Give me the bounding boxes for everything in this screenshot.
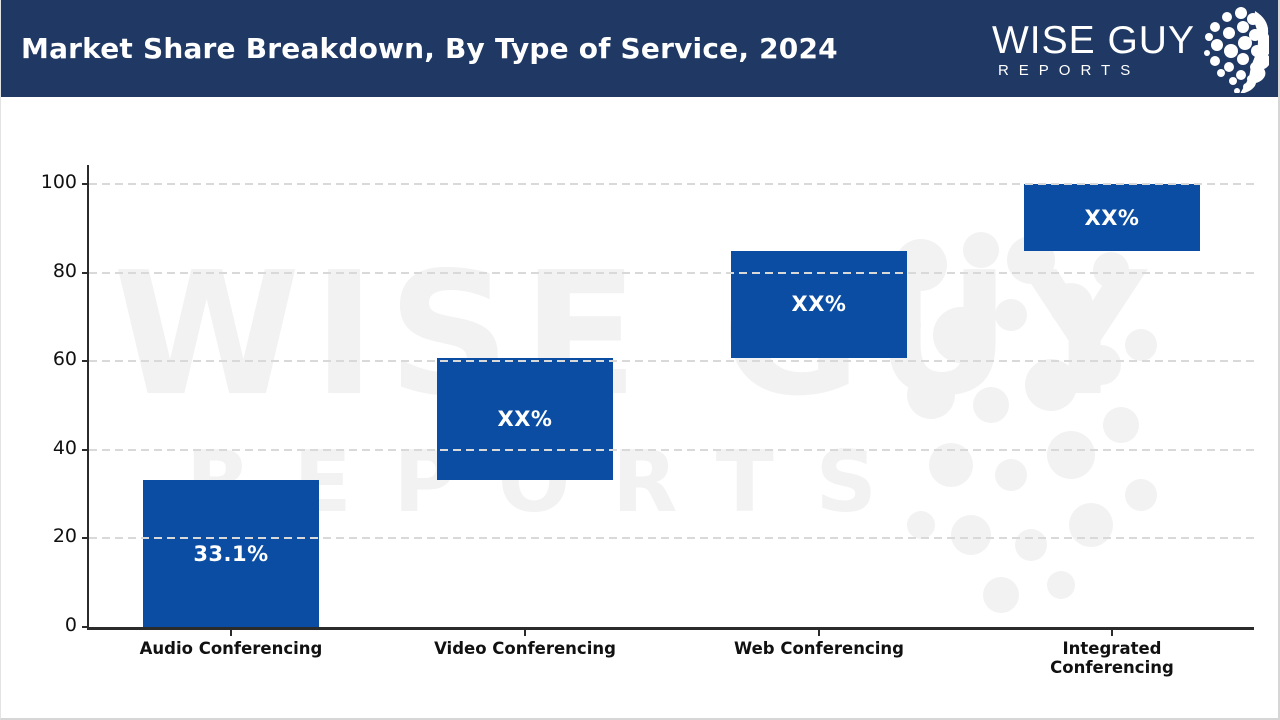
- y-tick-label: 100: [40, 171, 77, 193]
- bar-video-conferencing: [437, 357, 613, 481]
- x-tick: [1111, 630, 1113, 636]
- page-title: Market Share Breakdown, By Type of Servi…: [21, 32, 838, 65]
- logo-wordmark: WISE GUY: [991, 19, 1195, 62]
- x-category-label: Web Conferencing: [734, 639, 904, 658]
- x-tick: [524, 630, 526, 636]
- x-category-label: Integrated Conferencing: [1050, 639, 1174, 677]
- y-tick-label: 0: [64, 614, 77, 636]
- bar-value-label: XX%: [1084, 205, 1140, 230]
- wise-guy-head-icon: [1204, 6, 1269, 93]
- x-tick: [818, 630, 820, 636]
- bar-web-conferencing: [731, 251, 907, 358]
- y-tick: [82, 537, 89, 540]
- bar-audio-conferencing: [143, 480, 319, 627]
- bar-value-label: XX%: [497, 406, 553, 431]
- x-category-label: Video Conferencing: [434, 639, 616, 658]
- gridline-100: [89, 183, 1254, 185]
- header: Market Share Breakdown, By Type of Servi…: [1, 0, 1278, 97]
- y-tick: [82, 360, 89, 363]
- gridline-40: [89, 448, 1254, 451]
- gridline-20: [89, 537, 1254, 540]
- wise-guy-logo-text: WISE GUY REPORTS: [992, 21, 1195, 78]
- x-axis: [87, 627, 1254, 630]
- x-category-label: Audio Conferencing: [139, 639, 323, 658]
- gridline-60: [89, 360, 1254, 363]
- y-tick: [82, 448, 89, 451]
- bar-value-label: XX%: [791, 292, 847, 317]
- gridline-80: [89, 271, 1254, 274]
- watermark-dotted-head-icon: [881, 232, 1157, 613]
- y-tick-label: 60: [52, 348, 77, 371]
- y-tick: [82, 626, 89, 628]
- y-tick-label: 40: [52, 436, 77, 459]
- bar-integrated-conferencing: [1024, 184, 1200, 252]
- y-tick-label: 80: [52, 259, 77, 282]
- wise-guy-logo: WISE GUY REPORTS: [992, 6, 1269, 93]
- y-tick: [82, 183, 89, 185]
- y-tick: [82, 271, 89, 274]
- y-tick-label: 20: [52, 525, 77, 548]
- logo-reports-text: REPORTS: [997, 62, 1141, 79]
- x-tick: [230, 630, 232, 636]
- y-axis: [87, 165, 89, 630]
- bar-value-label: 33.1%: [193, 541, 269, 566]
